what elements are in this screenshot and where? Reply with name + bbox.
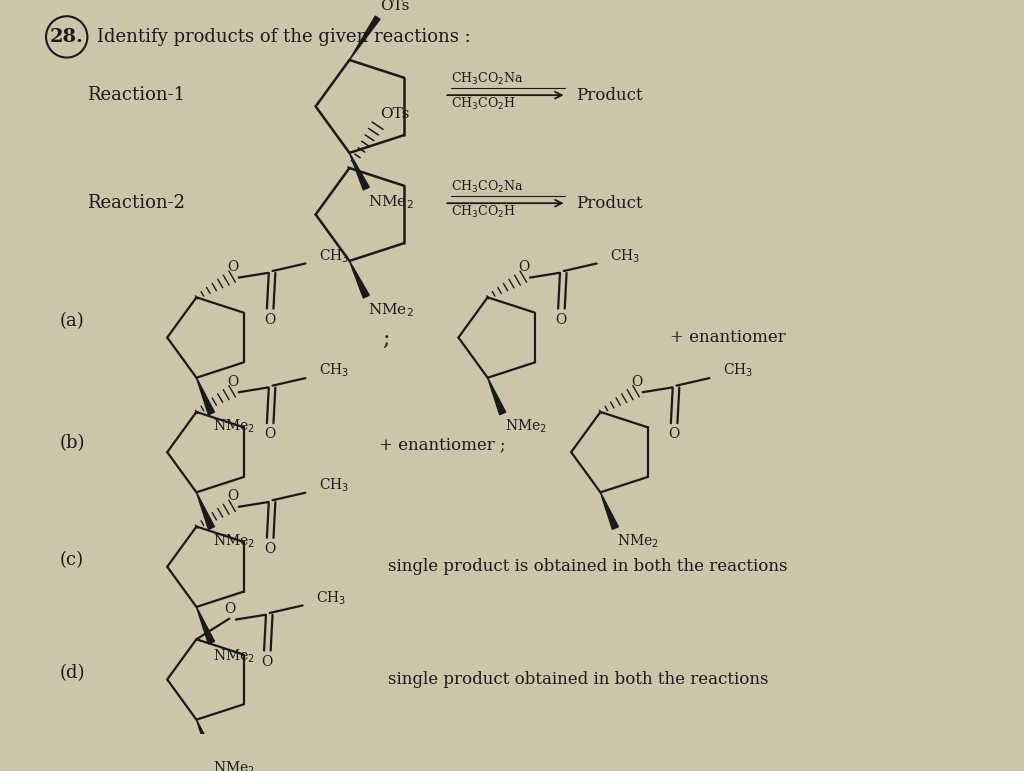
Text: O: O [227, 490, 239, 503]
Text: Product: Product [575, 86, 642, 103]
Text: O: O [227, 375, 239, 389]
Text: single product obtained in both the reactions: single product obtained in both the reac… [388, 671, 768, 688]
Text: NMe$_2$: NMe$_2$ [213, 418, 255, 436]
Text: O: O [519, 261, 530, 274]
Text: CH$_3$CO$_2$Na: CH$_3$CO$_2$Na [451, 71, 523, 87]
Text: NMe$_2$: NMe$_2$ [213, 533, 255, 550]
Polygon shape [349, 153, 370, 190]
Text: NMe$_2$: NMe$_2$ [369, 193, 414, 210]
Text: O: O [264, 313, 275, 327]
Text: Reaction-1: Reaction-1 [87, 86, 185, 104]
Text: O: O [261, 655, 272, 668]
Text: Reaction-2: Reaction-2 [87, 194, 185, 212]
Text: (d): (d) [59, 664, 85, 682]
Text: (b): (b) [59, 434, 85, 452]
Text: CH$_3$CO$_2$H: CH$_3$CO$_2$H [451, 204, 515, 220]
Text: NMe$_2$: NMe$_2$ [505, 418, 547, 436]
Text: (a): (a) [59, 311, 84, 330]
Text: (c): (c) [59, 551, 83, 569]
Text: CH$_3$: CH$_3$ [318, 247, 349, 264]
Text: CH$_3$: CH$_3$ [318, 476, 349, 494]
Polygon shape [197, 493, 214, 530]
Text: NMe$_2$: NMe$_2$ [213, 647, 255, 665]
Text: CH$_3$: CH$_3$ [318, 362, 349, 379]
Polygon shape [197, 607, 214, 644]
Polygon shape [197, 378, 214, 415]
Text: O: O [632, 375, 643, 389]
Polygon shape [197, 719, 214, 756]
Polygon shape [349, 16, 380, 60]
Text: ;: ; [382, 328, 390, 350]
Text: NMe$_2$: NMe$_2$ [369, 301, 414, 318]
Text: O: O [555, 313, 566, 327]
Text: CH$_3$CO$_2$Na: CH$_3$CO$_2$Na [451, 179, 523, 195]
Text: CH$_3$: CH$_3$ [609, 247, 640, 264]
Polygon shape [349, 261, 370, 298]
Text: O: O [224, 602, 236, 616]
Text: Product: Product [575, 195, 642, 212]
Text: CH$_3$: CH$_3$ [315, 589, 346, 607]
Text: O: O [227, 261, 239, 274]
Text: O: O [668, 427, 679, 442]
Text: OTs: OTs [380, 107, 410, 122]
Text: 28.: 28. [50, 28, 84, 46]
Text: CH$_3$: CH$_3$ [723, 362, 753, 379]
Text: + enantiomer: + enantiomer [670, 329, 785, 346]
Text: NMe$_2$: NMe$_2$ [213, 760, 255, 771]
Polygon shape [600, 493, 618, 530]
Text: OTs: OTs [380, 0, 410, 13]
Text: O: O [264, 427, 275, 442]
Text: single product is obtained in both the reactions: single product is obtained in both the r… [388, 558, 787, 575]
Polygon shape [487, 378, 506, 415]
Text: CH$_3$CO$_2$H: CH$_3$CO$_2$H [451, 96, 515, 112]
Text: O: O [264, 542, 275, 556]
Text: + enantiomer ;: + enantiomer ; [379, 436, 505, 453]
Text: NMe$_2$: NMe$_2$ [617, 533, 659, 550]
Text: Identify products of the given reactions :: Identify products of the given reactions… [97, 28, 470, 46]
